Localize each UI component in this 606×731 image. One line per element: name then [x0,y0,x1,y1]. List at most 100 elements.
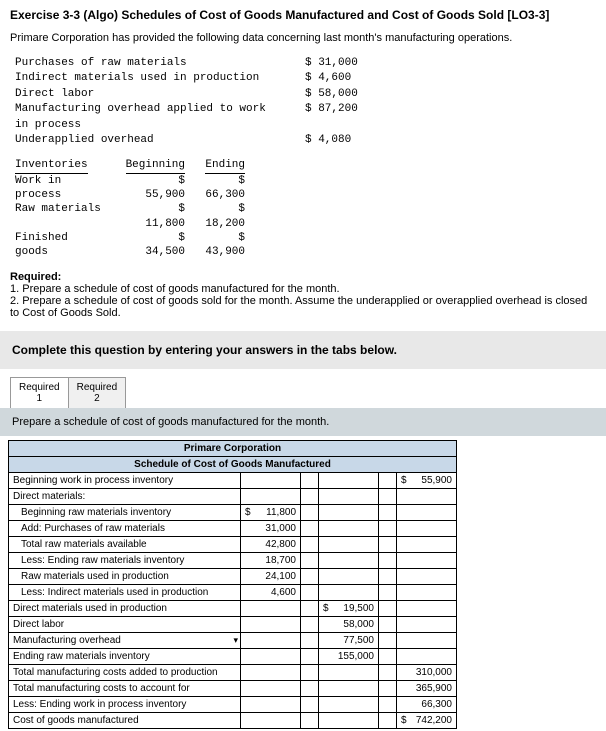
data-label: Indirect materials used in production [15,71,305,86]
data-label: Underapplied overhead [15,133,305,148]
schedule-spacer [301,569,319,585]
schedule-col-b[interactable]: 4,600 [241,585,301,601]
schedule-col-f[interactable]: $55,900 [397,473,457,489]
schedule-col-f[interactable]: 310,000 [397,665,457,681]
schedule-spacer [301,665,319,681]
complete-instruction: Complete this question by entering your … [0,331,606,369]
schedule-spacer [301,537,319,553]
data-label: Direct labor [15,87,305,102]
data-value: $ 31,000 [305,56,358,71]
schedule-col-d[interactable] [319,697,379,713]
tab-required-1[interactable]: Required1 [10,377,69,408]
schedule-col-b[interactable] [241,697,301,713]
schedule-table: Primare Corporation Schedule of Cost of … [8,440,457,729]
schedule-col-b[interactable] [241,617,301,633]
inv-label: Work inprocess [15,174,115,203]
schedule-col-d[interactable] [319,681,379,697]
schedule-spacer [379,697,397,713]
exercise-title: Exercise 3-3 (Algo) Schedules of Cost of… [10,8,596,22]
schedule-col-d[interactable] [319,473,379,489]
schedule-col-d[interactable] [319,505,379,521]
schedule-col-f[interactable]: 365,900 [397,681,457,697]
schedule-col-d[interactable]: 155,000 [319,649,379,665]
schedule-row-label: Direct materials used in production [9,601,241,617]
inv-label: Raw materials [15,202,115,231]
schedule-col-b[interactable]: 18,700 [241,553,301,569]
schedule-spacer [301,649,319,665]
schedule-col-d[interactable] [319,585,379,601]
schedule-col-b[interactable] [241,713,301,729]
schedule-company: Primare Corporation [9,441,457,457]
schedule-col-f[interactable] [397,649,457,665]
data-label: Manufacturing overhead applied to workin… [15,102,305,133]
inv-val: $66,300 [185,174,245,203]
schedule-spacer [301,633,319,649]
schedule-col-f[interactable] [397,489,457,505]
data-value: $ 4,600 [305,71,351,86]
schedule-spacer [379,713,397,729]
schedule-spacer [379,601,397,617]
given-data-block: Purchases of raw materials$ 31,000 Indir… [0,56,606,154]
schedule-col-f[interactable] [397,553,457,569]
schedule-col-f[interactable] [397,505,457,521]
schedule-col-f[interactable] [397,569,457,585]
schedule-col-b[interactable]: 31,000 [241,521,301,537]
schedule-spacer [379,665,397,681]
schedule-col-f[interactable] [397,601,457,617]
schedule-col-b[interactable]: 42,800 [241,537,301,553]
schedule-row-label: Less: Ending work in process inventory [9,697,241,713]
schedule-row-label: Total manufacturing costs added to produ… [9,665,241,681]
schedule-spacer [379,649,397,665]
schedule-spacer [379,473,397,489]
schedule-row-label: Direct materials: [9,489,241,505]
schedule-col-d[interactable]: 77,500 [319,633,379,649]
inv-val: $34,500 [115,231,185,260]
schedule-col-f[interactable]: $742,200 [397,713,457,729]
schedule-row-label[interactable]: Manufacturing overhead▾ [9,633,241,649]
schedule-col-f[interactable]: 66,300 [397,697,457,713]
schedule-col-b[interactable] [241,633,301,649]
schedule-col-d[interactable] [319,537,379,553]
schedule-spacer [301,473,319,489]
schedule-col-b[interactable]: 24,100 [241,569,301,585]
schedule-col-f[interactable] [397,521,457,537]
schedule-col-d[interactable] [319,553,379,569]
exercise-intro: Primare Corporation has provided the fol… [10,32,596,44]
schedule-col-f[interactable] [397,537,457,553]
schedule-spacer [379,553,397,569]
inv-label: Finishedgoods [15,231,115,260]
data-value: $ 4,080 [305,133,351,148]
schedule-col-b[interactable] [241,601,301,617]
schedule-col-d[interactable] [319,569,379,585]
inv-val: $11,800 [115,202,185,231]
schedule-row-label: Beginning work in process inventory [9,473,241,489]
inv-header-2: Beginning [126,158,185,173]
schedule-col-b[interactable] [241,473,301,489]
inv-val: $18,200 [185,202,245,231]
required-line-2: 2. Prepare a schedule of cost of goods s… [10,295,596,319]
schedule-spacer [379,521,397,537]
schedule-col-f[interactable] [397,585,457,601]
schedule-col-d[interactable] [319,665,379,681]
schedule-col-d[interactable]: 58,000 [319,617,379,633]
schedule-col-d[interactable]: $19,500 [319,601,379,617]
schedule-spacer [379,633,397,649]
schedule-col-d[interactable] [319,489,379,505]
dropdown-icon[interactable]: ▾ [233,635,238,646]
schedule-col-f[interactable] [397,633,457,649]
schedule-col-d[interactable] [319,521,379,537]
inv-header-3: Ending [205,158,245,173]
inventories-table: Inventories Beginning Ending Work inproc… [15,158,591,259]
schedule-col-b[interactable]: $11,800 [241,505,301,521]
schedule-col-b[interactable] [241,649,301,665]
schedule-spacer [379,537,397,553]
tab-subtitle: Prepare a schedule of cost of goods manu… [0,408,606,436]
schedule-col-b[interactable] [241,681,301,697]
schedule-col-d[interactable] [319,713,379,729]
schedule-col-f[interactable] [397,617,457,633]
schedule-col-b[interactable] [241,665,301,681]
schedule-col-b[interactable] [241,489,301,505]
schedule-row-label: Total manufacturing costs to account for [9,681,241,697]
tab-required-2[interactable]: Required2 [68,377,127,408]
schedule-row-label: Beginning raw materials inventory [9,505,241,521]
